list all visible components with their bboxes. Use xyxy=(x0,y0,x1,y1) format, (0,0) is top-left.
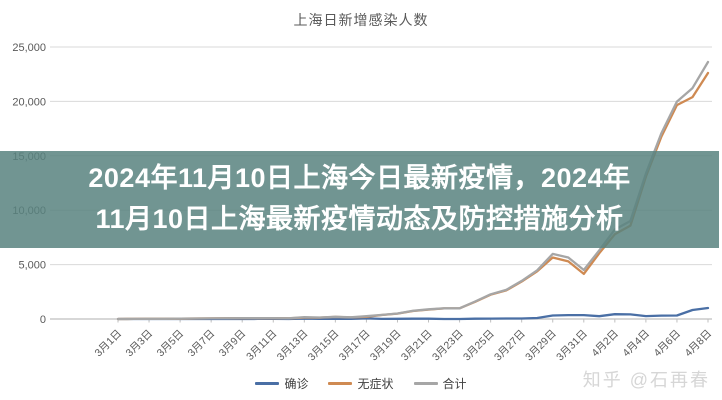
legend-item-label: 无症状 xyxy=(357,377,394,391)
headline-line-1: 2024年11月10日上海今日最新疫情，2024年 xyxy=(88,163,631,194)
x-tick-label: 3月13日 xyxy=(275,328,311,364)
legend-item-asymptomatic: 无症状 xyxy=(328,375,394,392)
y-tick-label: 5,000 xyxy=(18,260,46,272)
legend-item-label: 确诊 xyxy=(284,377,309,391)
legend-item-confirmed: 确诊 xyxy=(255,375,308,392)
x-tick-label: 3月19日 xyxy=(368,328,404,364)
x-tick-label: 3月23日 xyxy=(430,328,466,364)
headline-line-2: 11月10日上海最新疫情动态及防控措施分析 xyxy=(95,204,624,234)
x-tick-label: 4月2日 xyxy=(589,328,621,360)
x-tick-label: 3月29日 xyxy=(523,328,559,364)
y-tick-label: 20,000 xyxy=(12,96,46,108)
x-tick-label: 4月8日 xyxy=(683,328,715,360)
chart-legend: 确诊 无症状 合计 xyxy=(0,375,722,392)
y-tick-label: 0 xyxy=(40,314,46,326)
x-tick-label: 3月3日 xyxy=(124,328,156,360)
chart-title: 上海日新增感染人数 xyxy=(293,12,429,28)
x-tick-label: 3月11日 xyxy=(244,328,279,363)
headline-overlay: 2024年11月10日上海今日最新疫情，2024年 11月10日上海最新疫情动态… xyxy=(0,151,719,248)
legend-line-swatch-confirmed xyxy=(255,382,280,385)
legend-line-swatch-total xyxy=(413,382,438,385)
x-tick-label: 3月25日 xyxy=(461,328,497,364)
x-tick-label: 3月7日 xyxy=(186,328,218,360)
x-tick-label: 3月17日 xyxy=(337,328,373,364)
x-tick-label: 4月4日 xyxy=(620,328,652,360)
watermark: 知乎 @石再春 xyxy=(582,370,710,390)
x-tick-label: 3月15日 xyxy=(306,328,342,364)
legend-item-total: 合计 xyxy=(413,375,467,392)
y-tick-label: 25,000 xyxy=(12,42,46,54)
x-tick-label: 3月21日 xyxy=(399,328,435,364)
x-tick-label: 3月5日 xyxy=(155,328,187,360)
x-tick-label: 3月31日 xyxy=(554,328,590,364)
x-tick-label: 3月27日 xyxy=(492,328,528,364)
legend-line-swatch-asymptomatic xyxy=(328,382,353,385)
x-tick-label: 4月6日 xyxy=(651,328,683,360)
x-tick-label: 3月1日 xyxy=(93,328,125,360)
legend-item-label: 合计 xyxy=(442,377,467,391)
